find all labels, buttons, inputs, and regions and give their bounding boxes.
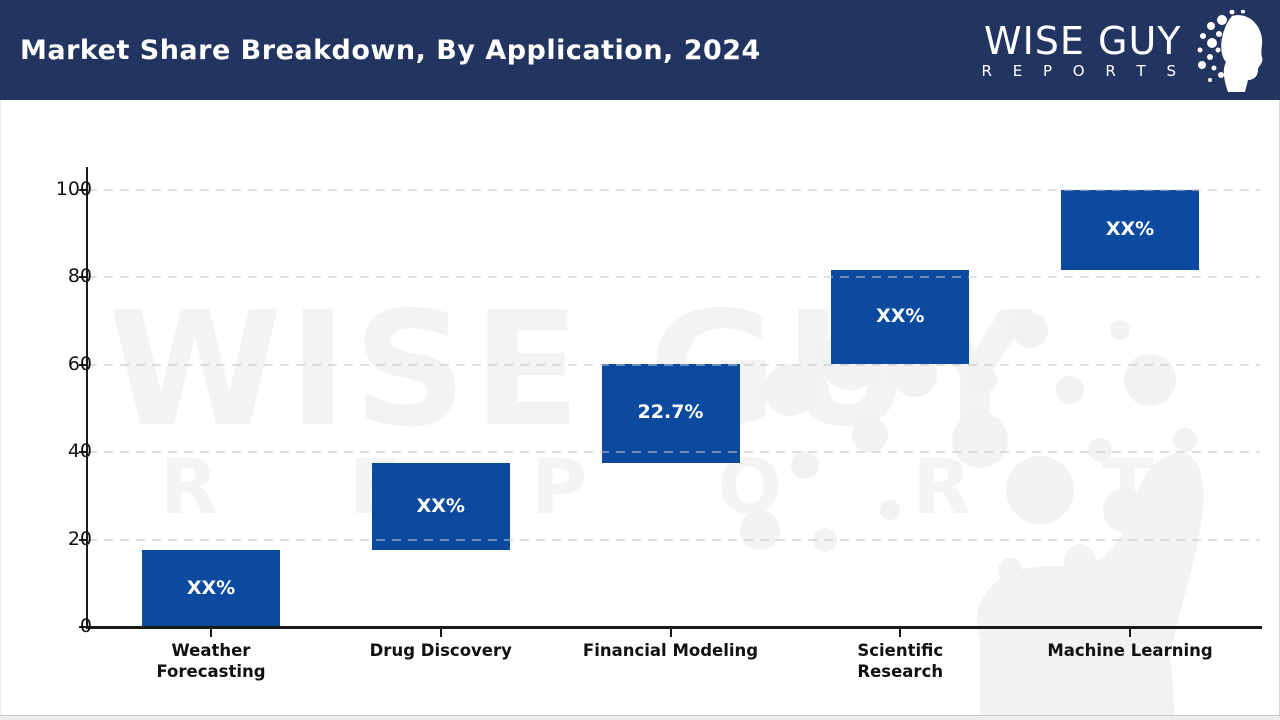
- gridline: [88, 363, 1260, 366]
- y-axis-spine: [86, 167, 88, 628]
- x-axis-label: Weather Forecasting: [156, 641, 266, 681]
- x-tick-mark: [1129, 629, 1131, 637]
- bar-financial-modeling: [601, 363, 740, 463]
- y-tick-mark: [79, 538, 87, 541]
- gridline: [88, 276, 1260, 278]
- y-tick-label: 20: [67, 527, 92, 550]
- bar-drug-discovery: [371, 462, 510, 551]
- logo-reports-text: R E P O R T S: [981, 62, 1184, 80]
- y-tick-mark: [79, 276, 87, 278]
- page-title: Market Share Breakdown, By Application, …: [20, 34, 761, 66]
- x-tick-mark: [899, 629, 902, 637]
- bar-value-label: XX%: [186, 576, 236, 599]
- x-axis-label: Scientific Research: [857, 641, 944, 681]
- x-tick-mark: [439, 629, 442, 637]
- bar-value-label: 22.7%: [637, 401, 704, 424]
- bar-value-label: XX%: [876, 305, 925, 328]
- gridline: [88, 538, 1260, 541]
- y-tick-mark: [79, 188, 87, 191]
- y-tick-mark: [79, 626, 87, 628]
- bar-weather-forecasting: [142, 550, 280, 627]
- y-tick-label: 0: [79, 615, 92, 637]
- y-tick-label: 80: [67, 265, 92, 287]
- footer-strip: [0, 715, 1280, 720]
- y-tick-mark: [79, 363, 87, 366]
- x-axis-spine: [86, 626, 1262, 629]
- gridline: [88, 188, 1260, 191]
- header-bar: Market Share Breakdown, By Application, …: [0, 0, 1280, 100]
- bar-scientific-research: [831, 270, 970, 364]
- x-axis-label: Financial Modeling: [582, 641, 759, 660]
- y-tick-label: 40: [67, 440, 92, 462]
- x-axis-label: Drug Discovery: [369, 641, 512, 660]
- x-axis-label: Machine Learning: [1047, 641, 1213, 660]
- y-tick-label: 100: [55, 177, 92, 200]
- logo-text: WISE GUY R E P O R T S: [982, 22, 1184, 80]
- wiseguy-logo: WISE GUY R E P O R T S: [982, 8, 1266, 94]
- gridline: [88, 451, 1260, 453]
- logo-wiseguy-text: WISE GUY: [984, 19, 1182, 63]
- bar-machine-learning: [1061, 189, 1199, 271]
- wiseguy-face-icon: [1197, 10, 1263, 92]
- x-tick-mark: [669, 629, 672, 637]
- watermark-face-dots: [740, 312, 1204, 716]
- y-tick-label: 60: [67, 352, 92, 375]
- bar-value-label: XX%: [1105, 217, 1155, 240]
- y-tick-mark: [79, 451, 87, 453]
- x-tick-mark: [210, 629, 212, 637]
- bar-value-label: XX%: [416, 494, 465, 517]
